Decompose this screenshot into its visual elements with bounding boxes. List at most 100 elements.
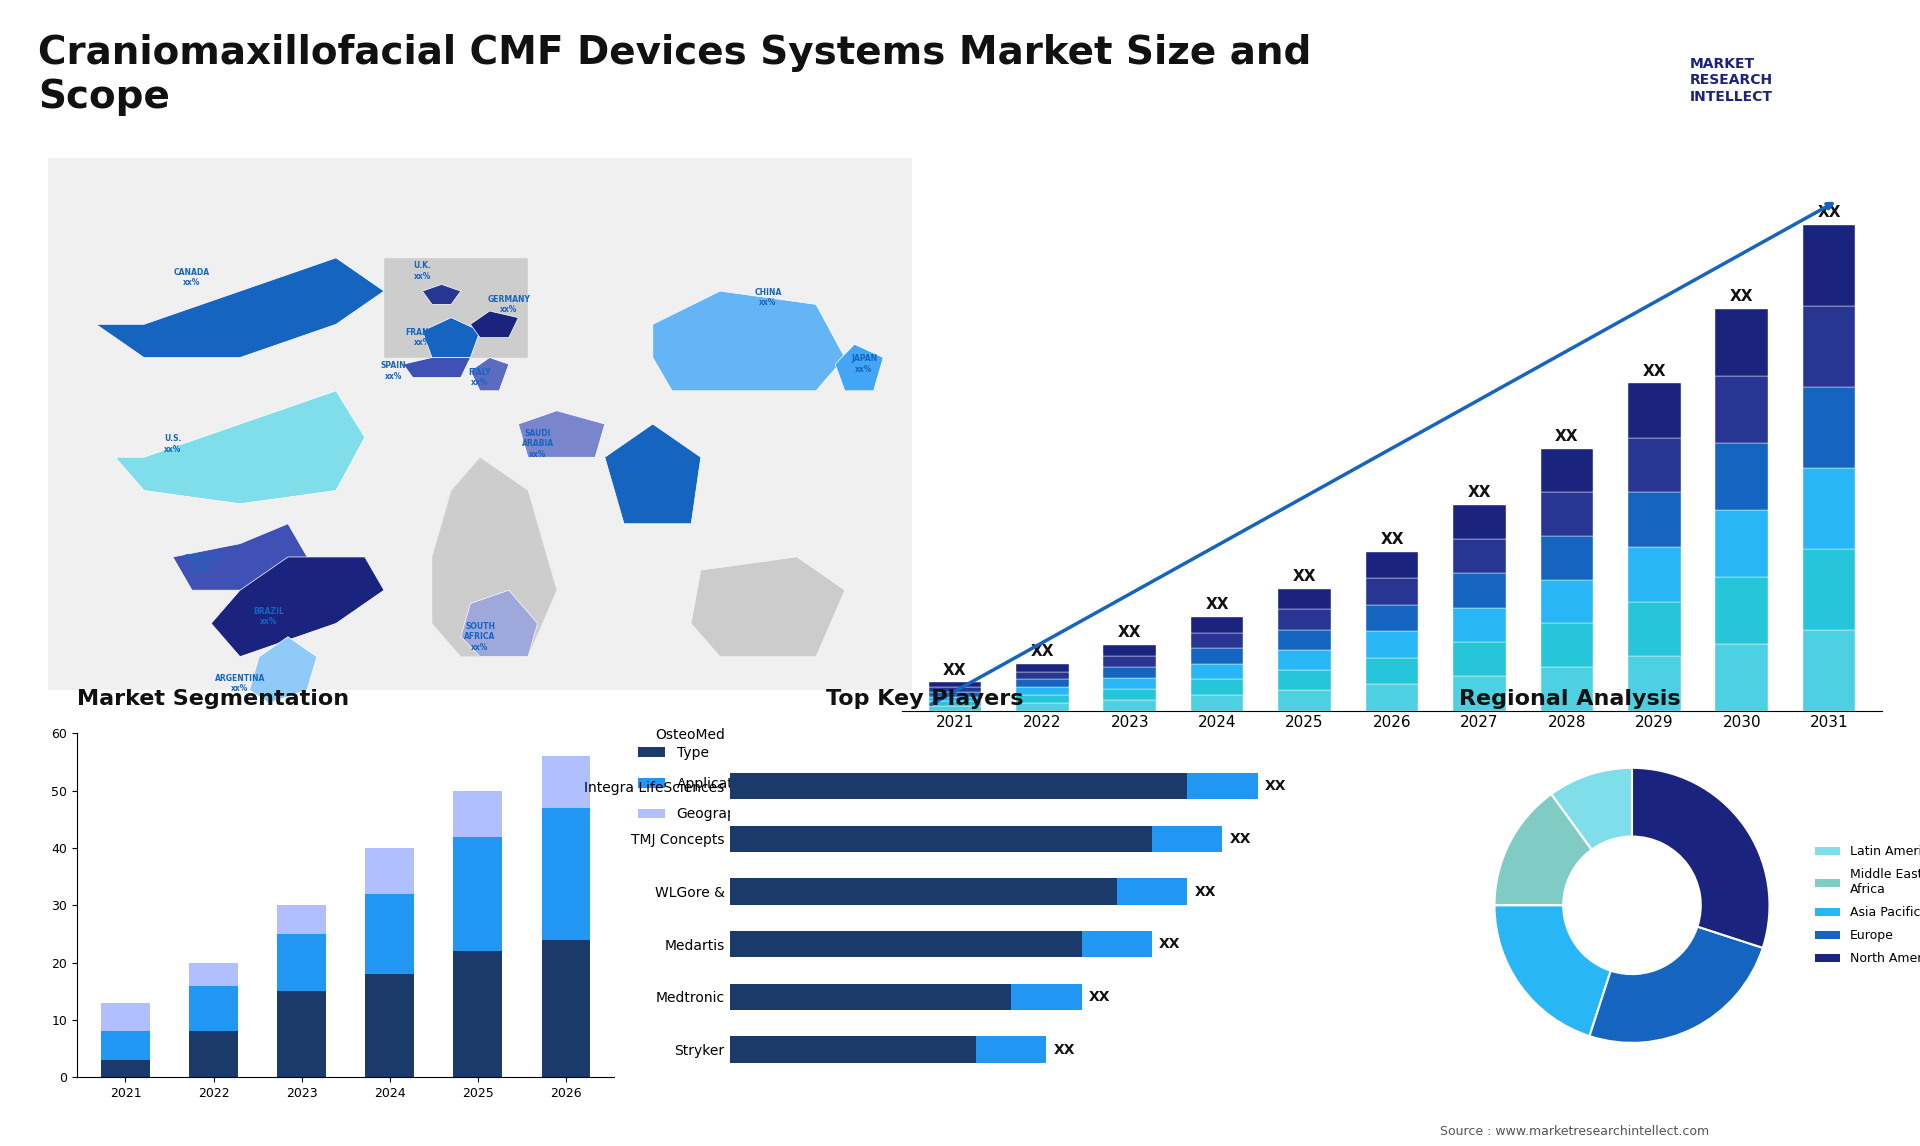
Text: SPAIN
xx%: SPAIN xx% <box>380 361 407 380</box>
Bar <box>730 1036 975 1062</box>
Polygon shape <box>470 358 509 391</box>
Polygon shape <box>422 317 480 358</box>
Text: XX: XX <box>1031 644 1054 659</box>
Text: U.S.
xx%: U.S. xx% <box>163 434 182 454</box>
Bar <box>1279 690 1331 711</box>
Bar <box>929 688 981 692</box>
Bar <box>1715 442 1768 510</box>
Text: Regional Analysis: Regional Analysis <box>1459 689 1680 708</box>
Polygon shape <box>403 358 470 377</box>
Bar <box>1012 983 1081 1010</box>
Text: XX: XX <box>1380 532 1404 547</box>
Bar <box>1803 306 1855 386</box>
Bar <box>276 934 326 991</box>
Bar <box>1190 617 1244 633</box>
Polygon shape <box>470 311 518 338</box>
Polygon shape <box>384 258 528 358</box>
Polygon shape <box>115 391 365 504</box>
Bar <box>102 1060 150 1077</box>
Bar <box>1628 493 1680 547</box>
Bar <box>190 963 238 986</box>
Legend: Type, Application, Geography: Type, Application, Geography <box>632 740 760 826</box>
Bar <box>1016 702 1069 711</box>
Bar <box>1104 656 1156 667</box>
Text: XX: XX <box>943 662 966 677</box>
Text: JAPAN
xx%: JAPAN xx% <box>851 354 877 374</box>
Text: BRAZIL
xx%: BRAZIL xx% <box>253 607 284 627</box>
Bar <box>1628 547 1680 602</box>
Bar <box>730 931 1081 957</box>
Bar <box>1117 878 1187 904</box>
Text: U.K.
xx%: U.K. xx% <box>413 261 432 281</box>
Text: XX: XX <box>1730 289 1753 304</box>
Text: CHINA
xx%: CHINA xx% <box>755 288 781 307</box>
Bar <box>1152 825 1223 851</box>
Bar <box>1715 510 1768 576</box>
Bar <box>929 701 981 706</box>
Text: INDIA
xx%: INDIA xx% <box>641 468 664 487</box>
Text: MARKET
RESEARCH
INTELLECT: MARKET RESEARCH INTELLECT <box>1690 57 1772 103</box>
Bar <box>541 756 589 808</box>
Bar <box>1016 688 1069 694</box>
Bar <box>1540 580 1594 623</box>
Bar <box>1016 664 1069 672</box>
Text: XX: XX <box>1160 937 1181 951</box>
Polygon shape <box>518 410 605 457</box>
Text: XX: XX <box>1054 1043 1075 1057</box>
Bar <box>1279 670 1331 690</box>
Bar <box>1453 540 1505 573</box>
Bar <box>1279 589 1331 610</box>
Polygon shape <box>432 457 557 657</box>
Bar <box>1365 684 1419 711</box>
Bar <box>276 905 326 934</box>
Polygon shape <box>422 284 461 305</box>
Bar <box>1104 677 1156 689</box>
Bar <box>365 848 415 894</box>
Bar <box>1540 536 1594 580</box>
Polygon shape <box>461 590 538 657</box>
Bar <box>190 986 238 1031</box>
Bar <box>1190 694 1244 711</box>
Bar <box>541 940 589 1077</box>
Bar <box>1104 667 1156 677</box>
Text: XX: XX <box>1818 205 1841 220</box>
Text: XX: XX <box>1194 885 1215 898</box>
Bar <box>1715 308 1768 376</box>
Bar <box>1453 505 1505 540</box>
Bar <box>1104 689 1156 699</box>
Bar <box>929 697 981 701</box>
Bar <box>1540 623 1594 667</box>
Bar <box>1187 772 1258 799</box>
Text: XX: XX <box>1117 626 1142 641</box>
Bar <box>1803 386 1855 468</box>
Bar <box>1365 578 1419 605</box>
Bar <box>929 706 981 711</box>
Text: XX: XX <box>1206 597 1229 612</box>
Bar <box>929 692 981 697</box>
Polygon shape <box>48 158 912 690</box>
Wedge shape <box>1551 768 1632 849</box>
Polygon shape <box>211 557 384 657</box>
Bar <box>1190 633 1244 649</box>
Bar <box>453 951 501 1077</box>
Bar <box>1628 384 1680 438</box>
Bar <box>1016 680 1069 688</box>
Wedge shape <box>1632 768 1770 948</box>
Bar <box>1104 645 1156 656</box>
Polygon shape <box>691 557 845 657</box>
Bar <box>1453 642 1505 676</box>
Text: SAUDI
ARABIA
xx%: SAUDI ARABIA xx% <box>522 429 553 458</box>
Text: GERMANY
xx%: GERMANY xx% <box>488 295 530 314</box>
Bar <box>1628 438 1680 493</box>
Polygon shape <box>173 524 307 590</box>
Bar <box>1104 699 1156 711</box>
Wedge shape <box>1494 794 1592 905</box>
Bar <box>102 1031 150 1060</box>
Text: MEXICO
xx%: MEXICO xx% <box>184 554 219 573</box>
Bar <box>276 991 326 1077</box>
Bar <box>1365 658 1419 684</box>
Bar <box>1365 631 1419 658</box>
Bar <box>1715 644 1768 711</box>
Bar <box>541 808 589 940</box>
Bar <box>1453 573 1505 607</box>
